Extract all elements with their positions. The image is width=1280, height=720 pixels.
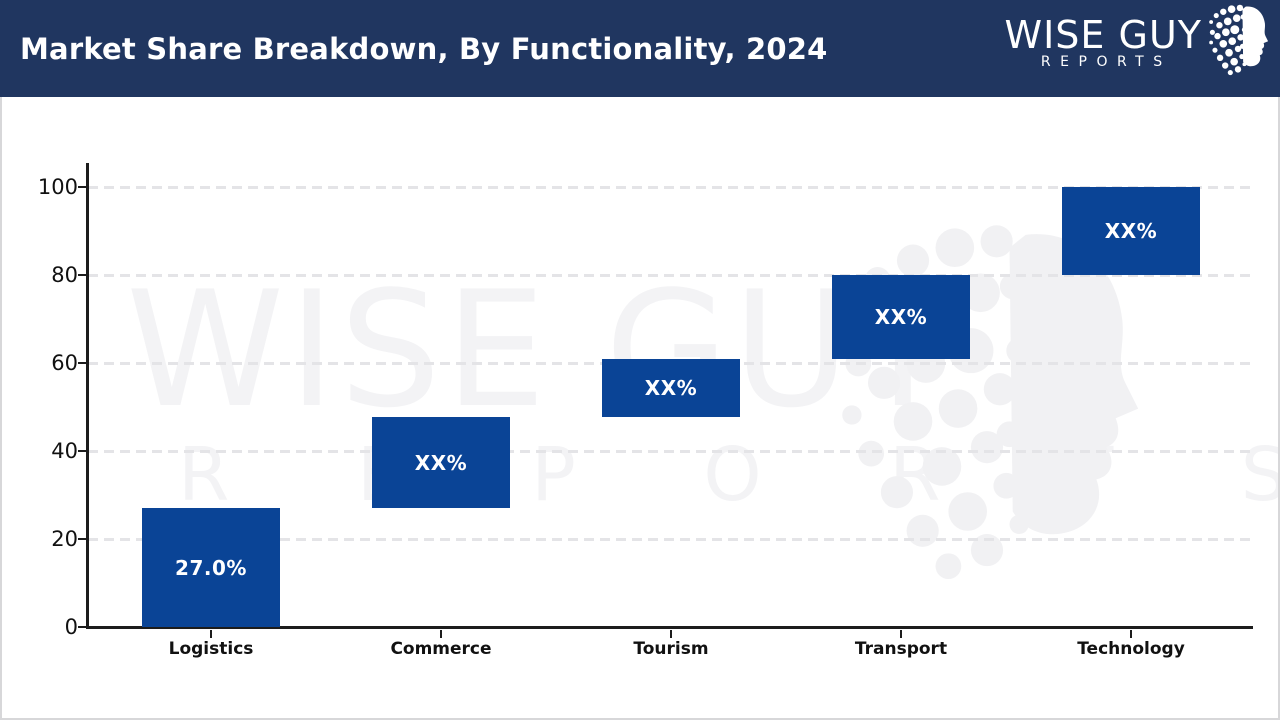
y-axis-tick-label: 100 (37, 175, 78, 199)
x-axis-tick (1130, 630, 1132, 638)
y-axis-tick-label: 60 (51, 351, 78, 375)
wiseguy-logo: WISE GUY REPORTS (1005, 4, 1270, 81)
y-axis-tick (78, 274, 86, 276)
header: Market Share Breakdown, By Functionality… (0, 0, 1280, 97)
x-axis-category-label: Commerce (390, 639, 492, 659)
y-axis-tick (78, 186, 86, 188)
y-axis-tick-label: 20 (51, 527, 78, 551)
y-axis-tick (78, 626, 86, 628)
y-axis-line (86, 163, 89, 629)
gridline-40 (88, 450, 1253, 453)
x-axis-category-label: Logistics (168, 639, 254, 659)
watermark-wiseguy-text: WISE GUY (126, 256, 956, 443)
x-axis-category-label: Transport (854, 639, 948, 659)
y-axis-tick (78, 538, 86, 540)
bar-technology: XX% (1062, 187, 1200, 275)
bar-commerce: XX% (372, 417, 510, 509)
y-axis-tick-label: 80 (51, 263, 78, 287)
bar-value-label: 27.0% (175, 555, 247, 580)
x-axis-category-label: Tourism (633, 639, 709, 659)
bar-logistics: 27.0% (142, 508, 280, 627)
bar-value-label: XX% (644, 376, 698, 401)
x-axis-tick (210, 630, 212, 638)
gridline-20 (88, 538, 1253, 541)
y-axis-tick-label: 0 (64, 615, 78, 639)
y-axis-tick (78, 362, 86, 364)
bar-tourism: XX% (602, 359, 740, 418)
logo-wise-guy-text: WISE GUY (1004, 12, 1202, 57)
logo-reports-text: REPORTS (1040, 54, 1172, 71)
bar-value-label: XX% (1104, 219, 1158, 243)
x-axis-line (86, 626, 1253, 629)
wiseguy-logo-text: WISE GUY REPORTS (1004, 12, 1202, 71)
y-axis-tick-label: 40 (51, 439, 78, 463)
x-axis-tick (440, 630, 442, 638)
bar-transport: XX% (832, 275, 970, 360)
gridline-100 (88, 186, 1253, 189)
page-title: Market Share Breakdown, By Functionality… (20, 31, 828, 66)
bar-value-label: XX% (414, 450, 468, 475)
x-axis-tick (900, 630, 902, 638)
gridline-80 (88, 274, 1253, 277)
wiseguy-head-icon (1209, 4, 1269, 76)
y-axis-tick (78, 450, 86, 452)
x-axis-category-label: Technology (1077, 639, 1185, 659)
bar-value-label: XX% (874, 305, 928, 330)
x-axis-tick (670, 630, 672, 638)
